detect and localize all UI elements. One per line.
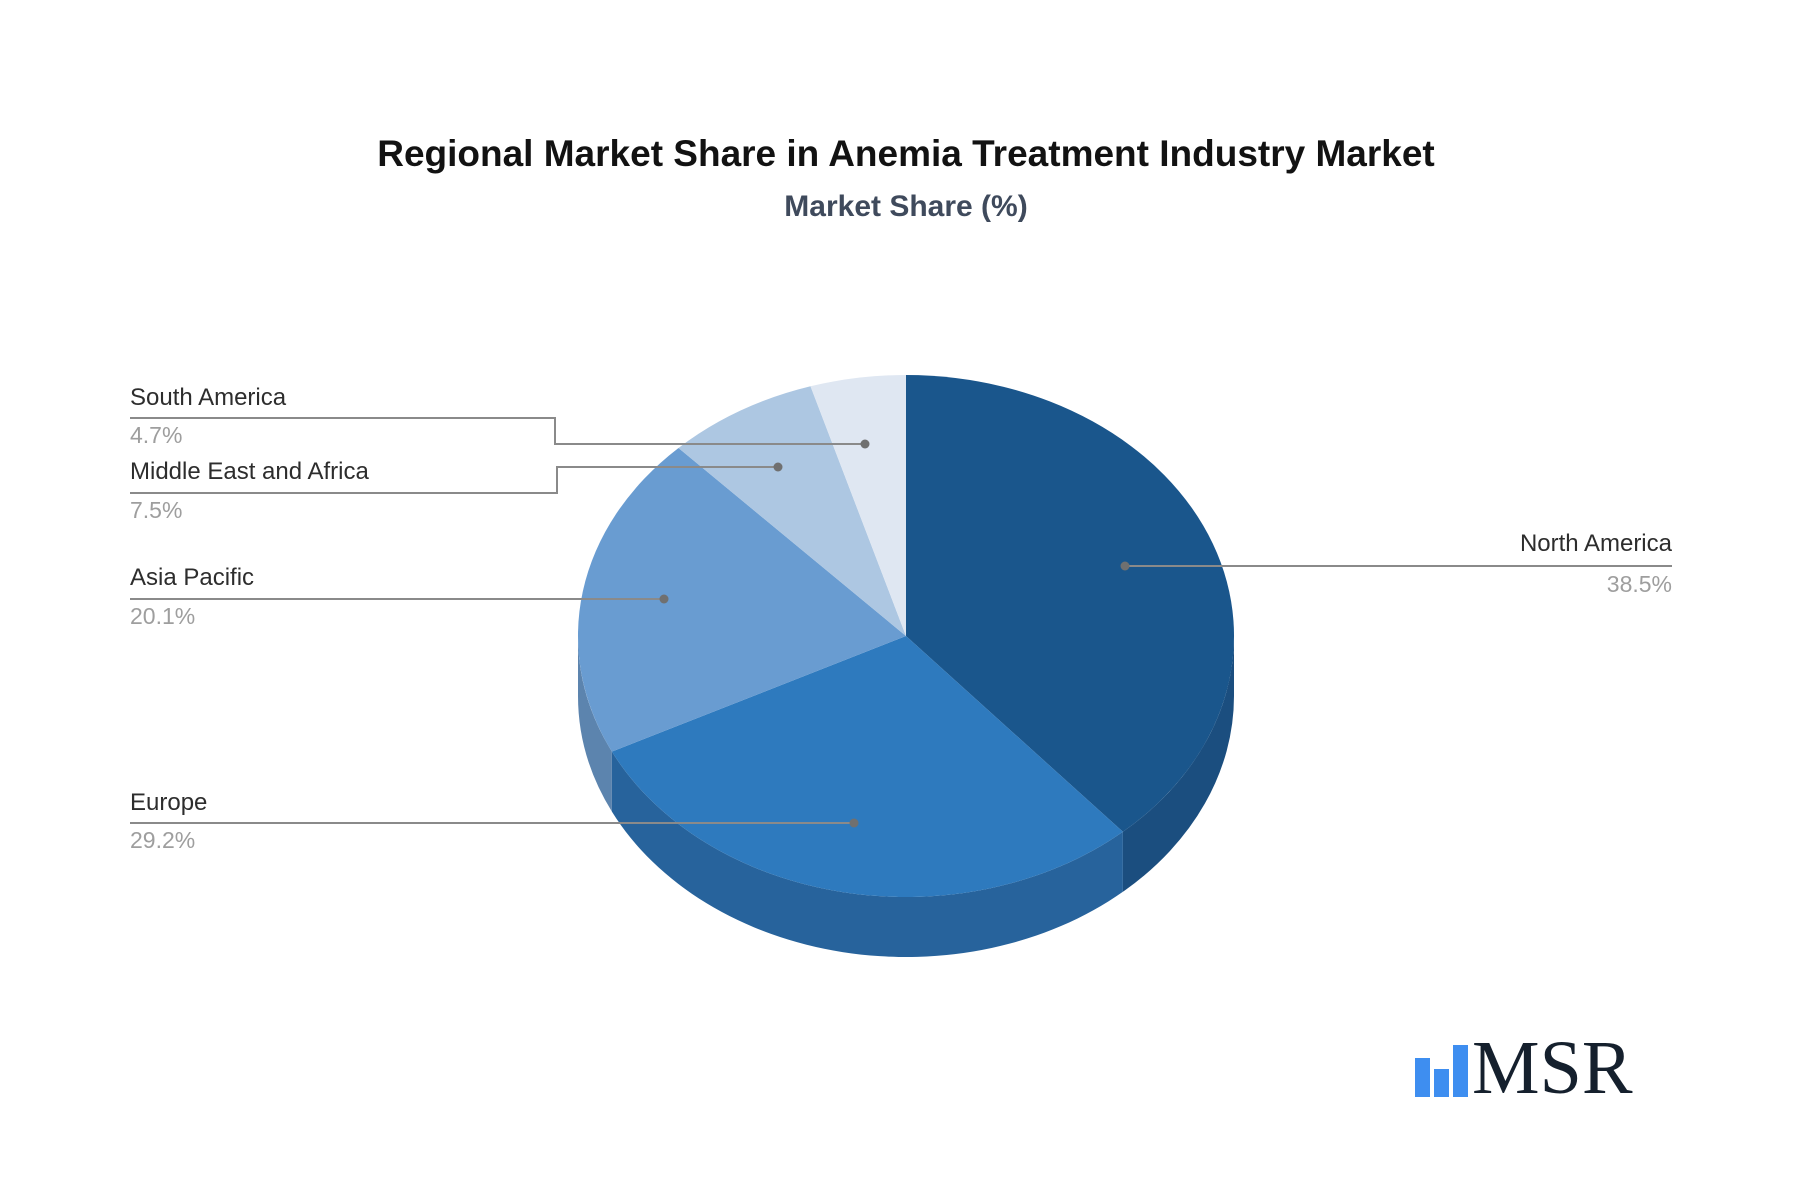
pie-side-europe [611,751,1123,958]
dot-asia-pacific [659,594,669,604]
label-south-america: South America [130,384,287,411]
pie-slices[interactable] [577,375,1235,958]
value-south-america: 4.7% [130,422,183,448]
pie-slice-north-america[interactable] [906,375,1235,832]
chart-title: Regional Market Share in Anemia Treatmen… [377,133,1435,174]
pie-slice-asia-pacific[interactable] [577,448,906,752]
connector-middle-east-and-africa [130,466,778,494]
pie-side-north-america [1122,636,1234,892]
value-europe: 29.2% [130,827,196,853]
pie-slice-middle-east-and-africa[interactable] [678,386,907,636]
value-asia-pacific: 20.1% [130,603,196,629]
pie-side-asia-pacific [578,636,612,812]
logo-bar-1 [1415,1058,1430,1097]
logo-text: MSR [1472,1026,1633,1110]
callout-lines [130,417,1672,824]
dot-middle-east-and-africa [773,462,783,472]
value-middle-east-and-africa: 7.5% [130,497,183,523]
dot-europe [849,818,859,828]
label-middle-east-and-africa: Middle East and Africa [130,458,369,485]
connector-south-america [130,417,865,445]
msr-logo: MSR [1415,1030,1715,1110]
pie-slice-europe[interactable] [611,636,1123,898]
dot-north-america [1120,561,1130,571]
label-north-america: North America [1519,530,1672,557]
value-north-america: 38.5% [1606,571,1672,597]
logo-bar-3 [1453,1045,1468,1097]
dot-south-america [860,439,870,449]
label-europe: Europe [130,789,208,816]
pie-slice-south-america[interactable] [810,375,907,636]
logo-bar-2 [1434,1069,1449,1097]
callout-dots [659,439,1130,828]
chart-subtitle: Market Share (%) [784,190,1028,223]
label-asia-pacific: Asia Pacific [130,564,255,591]
